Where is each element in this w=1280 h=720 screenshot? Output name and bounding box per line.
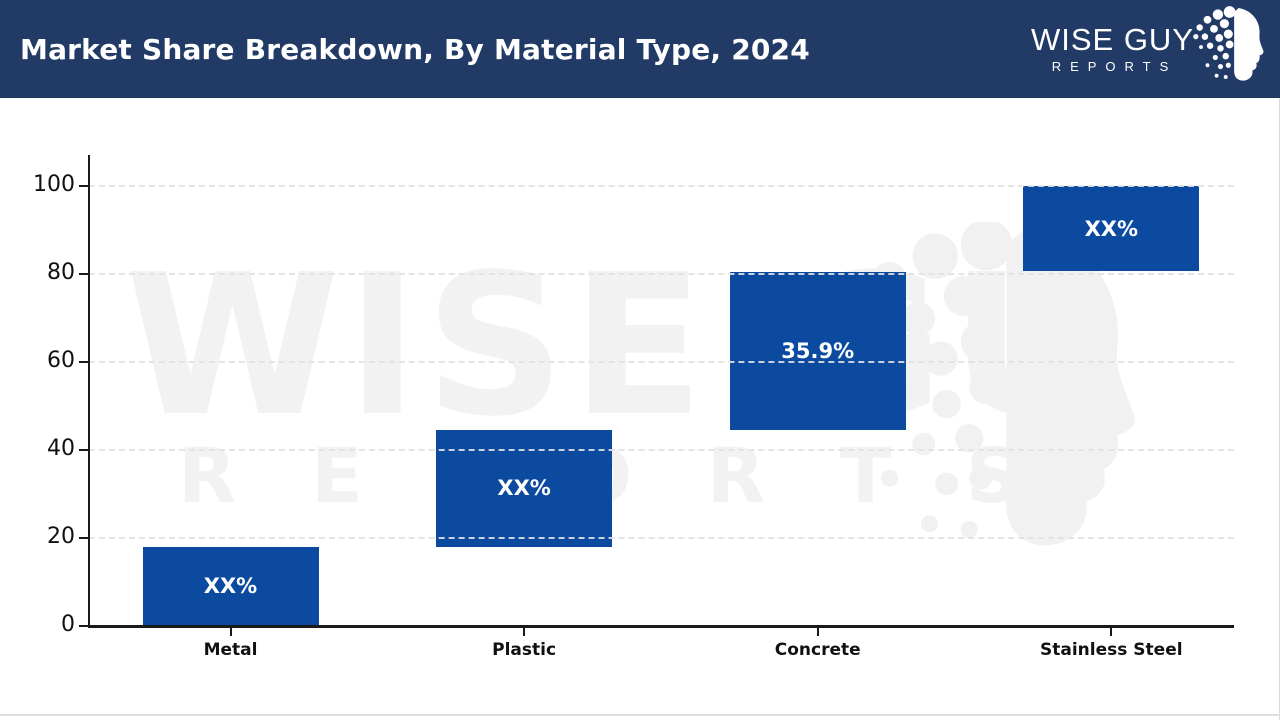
dotted-head-icon — [1188, 6, 1266, 92]
y-axis-label-0: 0 — [61, 612, 75, 637]
x-axis-label-3: Concrete — [774, 640, 861, 660]
gridline-40 — [89, 449, 1234, 451]
bar-value-label: 35.9% — [781, 338, 855, 363]
x-axis-label-2: Plastic — [492, 640, 557, 660]
x-axis-tick-1 — [229, 627, 232, 636]
bar-metal: XX% — [142, 546, 319, 626]
x-axis-tick-2 — [523, 627, 526, 636]
header-banner: Market Share Breakdown, By Material Type… — [0, 0, 1280, 98]
bar-stainless-steel: XX% — [1023, 186, 1200, 272]
y-axis-tick-60 — [79, 361, 89, 363]
y-axis-tick-20 — [79, 537, 89, 539]
bar-value-label: XX% — [1084, 216, 1139, 241]
bottom-divider — [0, 714, 1280, 716]
bar-value-label: XX% — [497, 476, 551, 501]
y-axis-tick-40 — [79, 449, 89, 451]
bar-plastic: XX% — [436, 430, 613, 547]
gridline-80 — [89, 273, 1234, 275]
logo-subtext: REPORTS — [1051, 58, 1178, 74]
watermark-text-line1: WISE GU — [125, 232, 1115, 459]
x-axis-line — [88, 625, 1234, 628]
y-axis-label-60: 60 — [47, 348, 75, 373]
wise-guy-reports-logo: WISE GUY REPORTS — [1031, 6, 1280, 92]
y-axis-label-20: 20 — [47, 524, 75, 549]
y-axis-line — [88, 155, 90, 628]
logo-wordmark: WISE GUY — [1030, 22, 1194, 58]
bar-concrete: 35.9% — [729, 271, 906, 430]
y-axis-label-40: 40 — [47, 436, 75, 461]
x-axis-label-4: Stainless Steel — [1040, 640, 1183, 660]
y-axis-label-80: 80 — [47, 260, 75, 285]
y-axis-tick-0 — [79, 625, 89, 627]
y-axis-tick-80 — [79, 273, 89, 275]
gridline-100 — [89, 185, 1234, 187]
gridline-20 — [89, 537, 1234, 539]
x-axis-tick-3 — [816, 627, 819, 636]
page-title: Market Share Breakdown, By Material Type… — [20, 32, 810, 66]
x-axis-label-1: Metal — [203, 640, 258, 660]
y-axis-tick-100 — [79, 185, 89, 187]
x-axis-tick-4 — [1110, 627, 1113, 636]
bar-value-label: XX% — [203, 574, 258, 599]
y-axis-label-100: 100 — [33, 172, 75, 197]
gridline-60 — [89, 361, 1234, 363]
